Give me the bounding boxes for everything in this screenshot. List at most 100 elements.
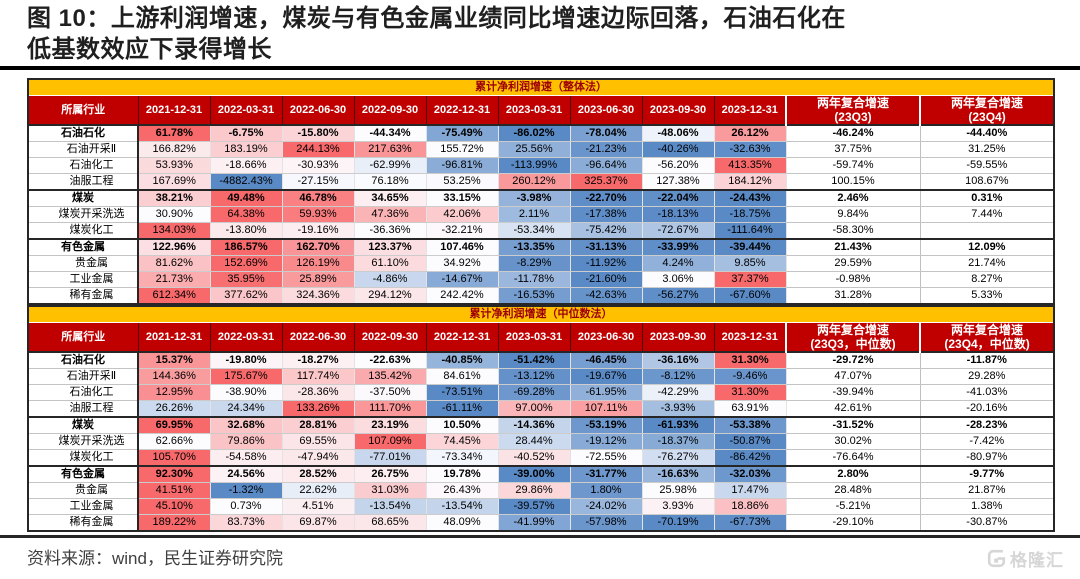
table-row: 煤炭 69.95% 32.68% 28.81% 23.19% 10.50% -14.36% -… bbox=[28, 416, 1055, 434]
value-cell: -75.42% bbox=[570, 222, 643, 240]
table-row: 煤炭化工 105.70% -54.58% -47.94% -77.01% -73.34% -… bbox=[28, 449, 1055, 467]
industry-cell: 油服工程 bbox=[28, 400, 139, 418]
value-cell: -14.36% bbox=[498, 416, 571, 434]
industry-cell: 工业金属 bbox=[28, 498, 139, 515]
industry-cell: 贵金属 bbox=[28, 255, 139, 272]
value-cell: 25.98% bbox=[642, 482, 715, 499]
compound-value-cell: -76.64% bbox=[786, 449, 921, 467]
compound-value-cell: -29.10% bbox=[786, 514, 921, 532]
value-cell: 25.56% bbox=[498, 141, 571, 158]
value-cell: -19.67% bbox=[570, 368, 643, 385]
industry-cell: 煤炭开采洗选 bbox=[28, 433, 139, 450]
value-cell: 76.18% bbox=[354, 173, 427, 191]
value-cell: -22.70% bbox=[570, 189, 643, 207]
value-cell: -3.98% bbox=[498, 189, 571, 207]
industry-cell: 煤炭化工 bbox=[28, 449, 139, 467]
band-title: 累计净利润增速（整体法） bbox=[28, 79, 1055, 96]
value-cell: 127.38% bbox=[642, 173, 715, 191]
value-cell: -69.28% bbox=[498, 384, 571, 401]
compound-header-line: 两年复合增速 bbox=[951, 323, 1024, 337]
value-cell: -56.27% bbox=[642, 287, 715, 305]
compound-value-cell: 31.28% bbox=[786, 287, 921, 305]
value-cell: 21.73% bbox=[138, 271, 211, 288]
date-header-cell: 2022-03-31 bbox=[209, 322, 283, 353]
value-cell: 33.15% bbox=[426, 189, 499, 207]
figure-title: 图 10：上游利润增速，煤炭与有色金属业绩同比增速边际回落，石油石化在 低基数效… bbox=[27, 3, 1067, 65]
date-header-cell: 2022-12-31 bbox=[425, 95, 499, 126]
compound-value-cell bbox=[920, 222, 1055, 240]
value-cell: 69.95% bbox=[138, 416, 211, 434]
value-cell: -40.26% bbox=[642, 141, 715, 158]
value-cell: 244.13% bbox=[282, 141, 355, 158]
value-cell: -9.46% bbox=[714, 368, 787, 385]
value-cell: 31.30% bbox=[714, 351, 787, 369]
table-row: 煤炭开采洗选 62.66% 79.86% 69.55% 107.09% 74.45% 28.… bbox=[28, 433, 1055, 450]
value-cell: -37.50% bbox=[354, 384, 427, 401]
source-note: 资料来源：wind，民生证券研究院 bbox=[27, 549, 283, 568]
industry-cell: 有色金属 bbox=[28, 465, 139, 483]
compound-value-cell: -59.55% bbox=[920, 157, 1055, 174]
value-cell: 46.78% bbox=[282, 189, 355, 207]
value-cell: 24.56% bbox=[210, 465, 283, 483]
value-cell: 53.93% bbox=[138, 157, 211, 174]
value-cell: 38.21% bbox=[138, 189, 211, 207]
compound-header-line: 两年复合增速 bbox=[816, 96, 889, 110]
value-cell: 117.74% bbox=[282, 368, 355, 385]
value-cell: 123.37% bbox=[354, 238, 427, 256]
header-row: 所属行业 2021-12-31 2022-03-31 2022-06-30 2022-0… bbox=[27, 95, 1055, 126]
value-cell: -36.36% bbox=[354, 222, 427, 240]
value-cell: 45.10% bbox=[138, 498, 211, 515]
compound-value-cell: 37.75% bbox=[786, 141, 921, 158]
value-cell: 167.69% bbox=[138, 173, 211, 191]
value-cell: -19.80% bbox=[210, 351, 283, 369]
value-cell: -18.13% bbox=[642, 206, 715, 223]
profit-growth-table-overall: 累计净利润增速（整体法） 所属行业 2021-12-31 2022-03-31 2022… bbox=[27, 78, 1056, 305]
value-cell: -24.02% bbox=[570, 498, 643, 515]
value-cell: 32.68% bbox=[210, 416, 283, 434]
value-cell: 175.67% bbox=[210, 368, 283, 385]
value-cell: -18.27% bbox=[282, 351, 355, 369]
header-row: 所属行业 2021-12-31 2022-03-31 2022-06-30 2022-0… bbox=[27, 322, 1055, 353]
value-cell: 92.30% bbox=[138, 465, 211, 483]
date-header-cell: 2021-12-31 bbox=[137, 322, 211, 353]
value-cell: -72.55% bbox=[570, 449, 643, 467]
value-cell: 612.34% bbox=[138, 287, 211, 305]
value-cell: -21.60% bbox=[570, 271, 643, 288]
date-header-cell: 2022-06-30 bbox=[281, 95, 355, 126]
value-cell: 30.90% bbox=[138, 206, 211, 223]
value-cell: -15.80% bbox=[282, 124, 355, 142]
date-header-cell: 2023-03-31 bbox=[497, 95, 571, 126]
value-cell: -4.86% bbox=[354, 271, 427, 288]
value-cell: 9.85% bbox=[714, 255, 787, 272]
value-cell: -113.99% bbox=[498, 157, 571, 174]
compound-header-line: (23Q3) bbox=[834, 110, 872, 124]
footer-divider bbox=[0, 535, 1080, 538]
value-cell: 0.73% bbox=[210, 498, 283, 515]
value-cell: 15.37% bbox=[138, 351, 211, 369]
value-cell: -70.19% bbox=[642, 514, 715, 532]
compound-value-cell: 30.02% bbox=[786, 433, 921, 450]
industry-cell: 煤炭化工 bbox=[28, 222, 139, 240]
value-cell: 53.25% bbox=[426, 173, 499, 191]
compound-value-cell: 2.46% bbox=[786, 189, 921, 207]
value-cell: 83.73% bbox=[210, 514, 283, 532]
date-header-cell: 2023-03-31 bbox=[497, 322, 571, 353]
compound-value-cell: -58.30% bbox=[786, 222, 921, 240]
value-cell: -39.57% bbox=[498, 498, 571, 515]
compound-value-cell: 47.07% bbox=[786, 368, 921, 385]
value-cell: 10.50% bbox=[426, 416, 499, 434]
value-cell: -14.67% bbox=[426, 271, 499, 288]
value-cell: 79.86% bbox=[210, 433, 283, 450]
table-row: 石油开采Ⅱ 166.82% 183.19% 244.13% 217.63% 155.72%… bbox=[28, 141, 1055, 158]
value-cell: 26.26% bbox=[138, 400, 211, 418]
industry-cell: 煤炭开采洗选 bbox=[28, 206, 139, 223]
value-cell: -18.66% bbox=[210, 157, 283, 174]
value-cell: -18.75% bbox=[714, 206, 787, 223]
value-cell: -31.13% bbox=[570, 238, 643, 256]
value-cell: 184.12% bbox=[714, 173, 787, 191]
value-cell: -67.73% bbox=[714, 514, 787, 532]
compound-value-cell: -41.03% bbox=[920, 384, 1055, 401]
industry-cell: 稀有金属 bbox=[28, 514, 139, 532]
value-cell: 186.57% bbox=[210, 238, 283, 256]
value-cell: -3.93% bbox=[642, 400, 715, 418]
